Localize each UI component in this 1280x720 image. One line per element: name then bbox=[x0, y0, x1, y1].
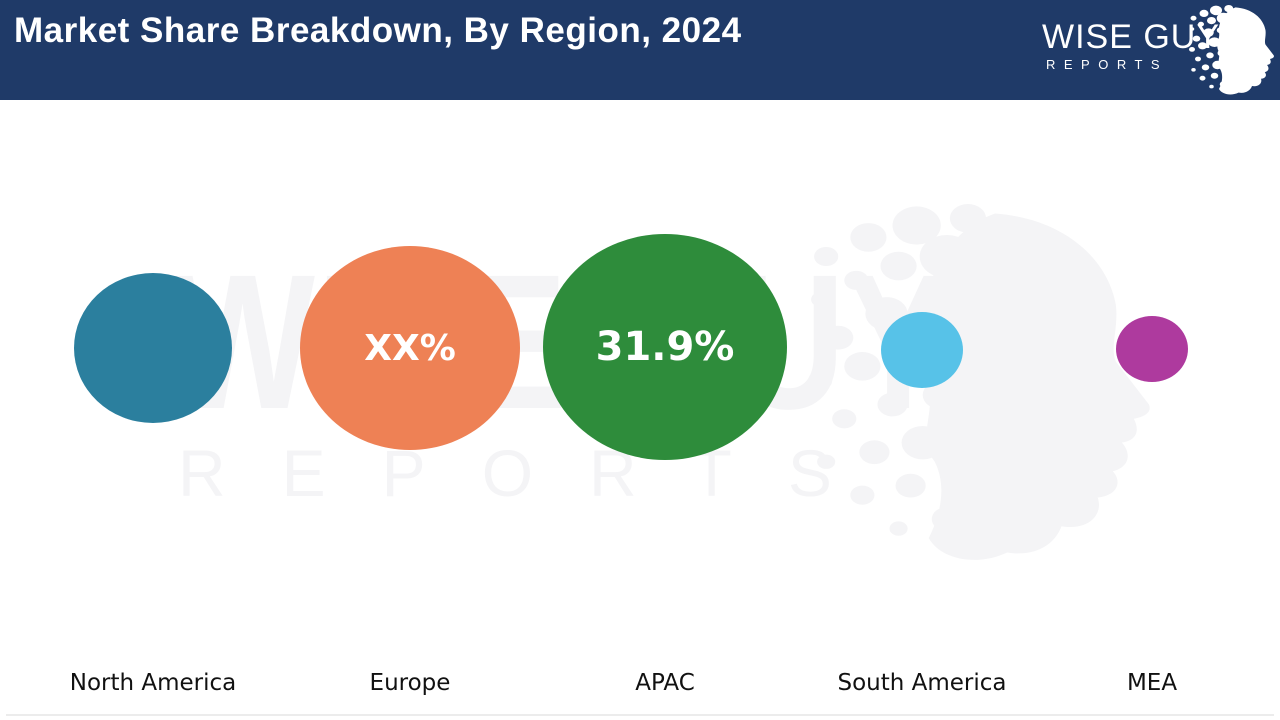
brand-subname: REPORTS bbox=[1046, 57, 1169, 72]
header-bar: Market Share Breakdown, By Region, 2024 … bbox=[0, 0, 1280, 100]
baseline-divider bbox=[6, 714, 1274, 716]
bubble-south-america bbox=[881, 312, 963, 388]
bubble-value-label: XX% bbox=[364, 327, 456, 369]
page-title: Market Share Breakdown, By Region, 2024 bbox=[14, 11, 742, 50]
category-label-apac: APAC bbox=[635, 670, 695, 696]
bubble-apac: 31.9% bbox=[543, 234, 787, 460]
bubble-north-america bbox=[74, 273, 232, 423]
bubble-mea bbox=[1116, 316, 1188, 382]
bubble-value-label: 31.9% bbox=[595, 324, 735, 370]
category-label-mea: MEA bbox=[1126, 670, 1178, 696]
category-label-north-america: North America bbox=[69, 670, 237, 696]
category-label-europe: Europe bbox=[369, 670, 451, 696]
category-label-south-america: South America bbox=[837, 670, 1007, 696]
watermark-subtext: REPORTS bbox=[178, 436, 888, 510]
bubble-europe: XX% bbox=[300, 246, 520, 450]
brand-head-icon bbox=[1189, 5, 1274, 95]
